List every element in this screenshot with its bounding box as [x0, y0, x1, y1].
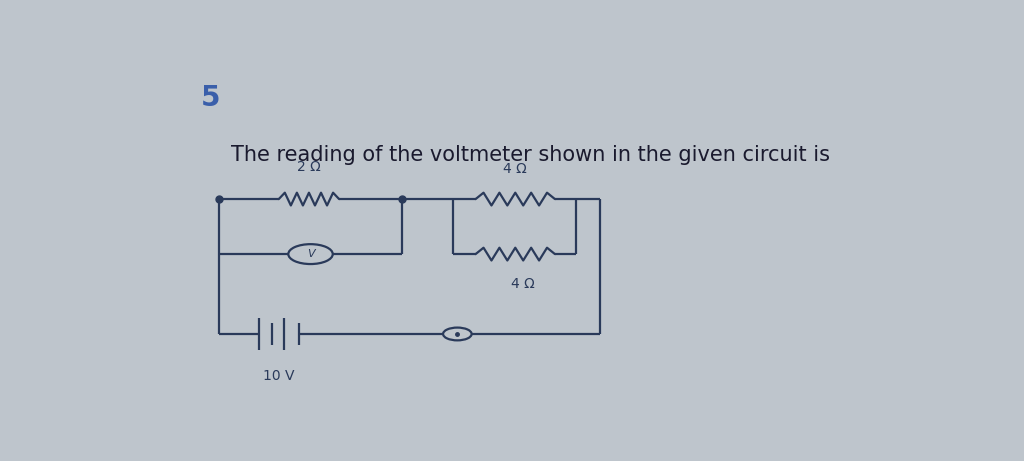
Circle shape [289, 244, 333, 264]
Text: 2 Ω: 2 Ω [297, 160, 321, 174]
Text: 4 Ω: 4 Ω [504, 162, 527, 176]
Text: ·: · [453, 320, 462, 348]
Text: 4 Ω: 4 Ω [511, 277, 536, 291]
Text: V: V [307, 249, 314, 259]
Text: 10 V: 10 V [263, 369, 295, 384]
Circle shape [443, 328, 472, 340]
Text: 5: 5 [201, 84, 220, 112]
Text: The reading of the voltmeter shown in the given circuit is: The reading of the voltmeter shown in th… [231, 145, 830, 165]
